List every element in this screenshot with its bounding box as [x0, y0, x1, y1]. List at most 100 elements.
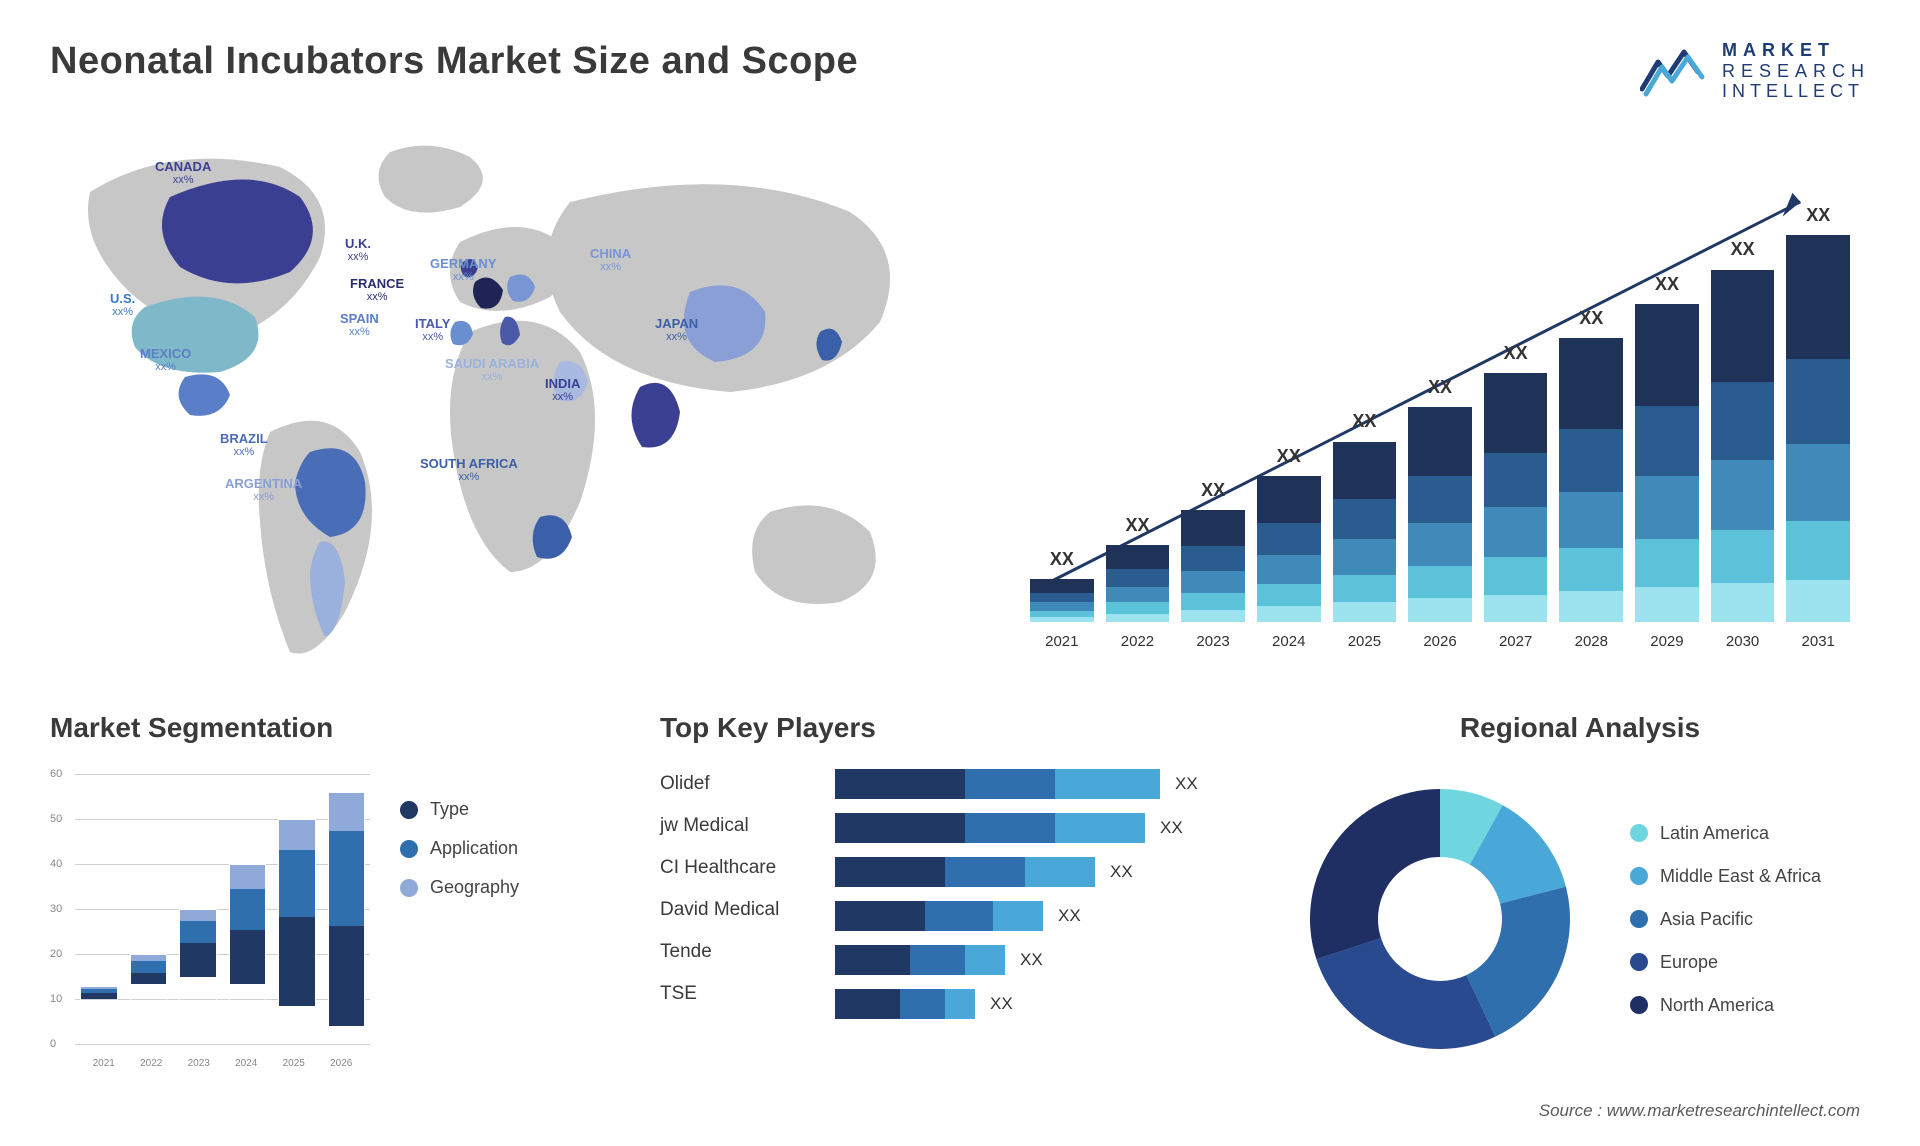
map-label-spain: SPAINxx%: [340, 312, 379, 338]
page-title: Neonatal Incubators Market Size and Scop…: [50, 40, 858, 83]
player-name: jw Medical: [660, 815, 810, 837]
region-legend-item: Europe: [1630, 952, 1821, 973]
map-label-france: FRANCExx%: [350, 277, 404, 303]
growth-bar-label: XX: [1484, 343, 1548, 364]
map-label-germany: GERMANYxx%: [430, 257, 496, 283]
map-label-japan: JAPANxx%: [655, 317, 698, 343]
growth-bar-year: 2027: [1484, 633, 1548, 650]
map-label-south-africa: SOUTH AFRICAxx%: [420, 457, 518, 483]
player-bar-row: XX: [835, 945, 1240, 975]
growth-bar-label: XX: [1559, 308, 1623, 329]
growth-bar-2025: XX2025: [1333, 441, 1397, 622]
growth-bar-label: XX: [1333, 411, 1397, 432]
world-map: CANADAxx% U.S.xx% MEXICOxx% BRAZILxx% ARGENT…: [50, 132, 970, 662]
map-label-mexico: MEXICOxx%: [140, 347, 191, 373]
map-label-u-k-: U.K.xx%: [345, 237, 371, 263]
player-bar-row: XX: [835, 769, 1240, 799]
logo-text-1: MARKET: [1722, 40, 1870, 61]
growth-bar-2023: XX2023: [1181, 510, 1245, 622]
growth-bar-label: XX: [1408, 377, 1472, 398]
growth-bar-year: 2023: [1181, 633, 1245, 650]
growth-bar-label: XX: [1635, 274, 1699, 295]
logo-text-3: INTELLECT: [1722, 81, 1870, 102]
growth-bar-year: 2026: [1408, 633, 1472, 650]
donut-slice-europe: [1316, 938, 1495, 1049]
growth-bar-2022: XX2022: [1106, 545, 1170, 622]
segmentation-chart: 0102030405060202120222023202420252026: [50, 769, 370, 1069]
players-title: Top Key Players: [660, 712, 1240, 744]
growth-bar-2024: XX2024: [1257, 476, 1321, 622]
regional-donut: [1290, 769, 1590, 1069]
map-label-italy: ITALYxx%: [415, 317, 450, 343]
map-label-u-s-: U.S.xx%: [110, 292, 135, 318]
logo-text-2: RESEARCH: [1722, 61, 1870, 82]
growth-bar-2026: XX2026: [1408, 407, 1472, 622]
map-label-saudi-arabia: SAUDI ARABIAxx%: [445, 357, 539, 383]
source-text: Source : www.marketresearchintellect.com: [1539, 1101, 1860, 1121]
growth-bar-year: 2028: [1559, 633, 1623, 650]
player-names: Olidef jw Medical CI Healthcare David Medic…: [660, 769, 810, 1019]
growth-bar-year: 2022: [1106, 633, 1170, 650]
map-svg: [50, 132, 970, 662]
segmentation-legend: Type Application Geography: [400, 769, 519, 1069]
map-label-china: CHINAxx%: [590, 247, 631, 273]
growth-bar-2030: XX2030: [1711, 269, 1775, 622]
player-bar-row: XX: [835, 813, 1240, 843]
growth-bar-year: 2021: [1030, 633, 1094, 650]
seg-bar-2025: [278, 819, 316, 1044]
map-label-brazil: BRAZILxx%: [220, 432, 268, 458]
seg-bar-2026: [328, 792, 366, 1044]
growth-bar-2021: XX2021: [1030, 579, 1094, 622]
seg-bar-2022: [130, 954, 168, 1044]
growth-bar-label: XX: [1181, 480, 1245, 501]
seg-legend-type: Type: [400, 799, 519, 820]
region-legend-item: Asia Pacific: [1630, 909, 1821, 930]
growth-bar-label: XX: [1257, 446, 1321, 467]
player-value: XX: [1160, 818, 1183, 838]
player-value: XX: [1058, 906, 1081, 926]
map-label-canada: CANADAxx%: [155, 160, 211, 186]
growth-bar-label: XX: [1030, 549, 1094, 570]
growth-bar-year: 2025: [1333, 633, 1397, 650]
growth-bar-label: XX: [1786, 205, 1850, 226]
growth-bar-year: 2031: [1786, 633, 1850, 650]
player-value: XX: [1175, 774, 1198, 794]
player-bars: XX XX XX XX XX XX: [835, 769, 1240, 1019]
brand-logo: MARKET RESEARCH INTELLECT: [1640, 40, 1870, 102]
player-name: Tende: [660, 941, 810, 963]
region-legend-item: Latin America: [1630, 823, 1821, 844]
player-value: XX: [1110, 862, 1133, 882]
player-bar-row: XX: [835, 857, 1240, 887]
seg-bar-2021: [80, 986, 118, 1045]
region-legend-item: North America: [1630, 995, 1821, 1016]
growth-bar-year: 2024: [1257, 633, 1321, 650]
player-value: XX: [990, 994, 1013, 1014]
donut-slice-north-america: [1310, 789, 1440, 959]
growth-bar-year: 2030: [1711, 633, 1775, 650]
seg-legend-application: Application: [400, 838, 519, 859]
player-bar-row: XX: [835, 901, 1240, 931]
player-name: TSE: [660, 983, 810, 1005]
growth-bar-year: 2029: [1635, 633, 1699, 650]
seg-bar-2024: [229, 864, 267, 1044]
growth-chart: XX2021XX2022XX2023XX2024XX2025XX2026XX20…: [1010, 132, 1870, 662]
player-name: Olidef: [660, 773, 810, 795]
player-value: XX: [1020, 950, 1043, 970]
player-name: CI Healthcare: [660, 857, 810, 879]
seg-bar-2023: [179, 909, 217, 1044]
growth-bar-label: XX: [1106, 515, 1170, 536]
map-label-argentina: ARGENTINAxx%: [225, 477, 302, 503]
regional-legend: Latin AmericaMiddle East & AfricaAsia Pa…: [1630, 823, 1821, 1016]
growth-bar-2028: XX2028: [1559, 338, 1623, 622]
growth-bar-label: XX: [1711, 239, 1775, 260]
regional-title: Regional Analysis: [1290, 712, 1870, 744]
segmentation-title: Market Segmentation: [50, 712, 610, 744]
logo-icon: [1640, 44, 1710, 99]
growth-bar-2029: XX2029: [1635, 304, 1699, 622]
seg-legend-geography: Geography: [400, 877, 519, 898]
player-bar-row: XX: [835, 989, 1240, 1019]
growth-bar-2031: XX2031: [1786, 235, 1850, 622]
map-label-india: INDIAxx%: [545, 377, 580, 403]
growth-bar-2027: XX2027: [1484, 373, 1548, 622]
player-name: David Medical: [660, 899, 810, 921]
